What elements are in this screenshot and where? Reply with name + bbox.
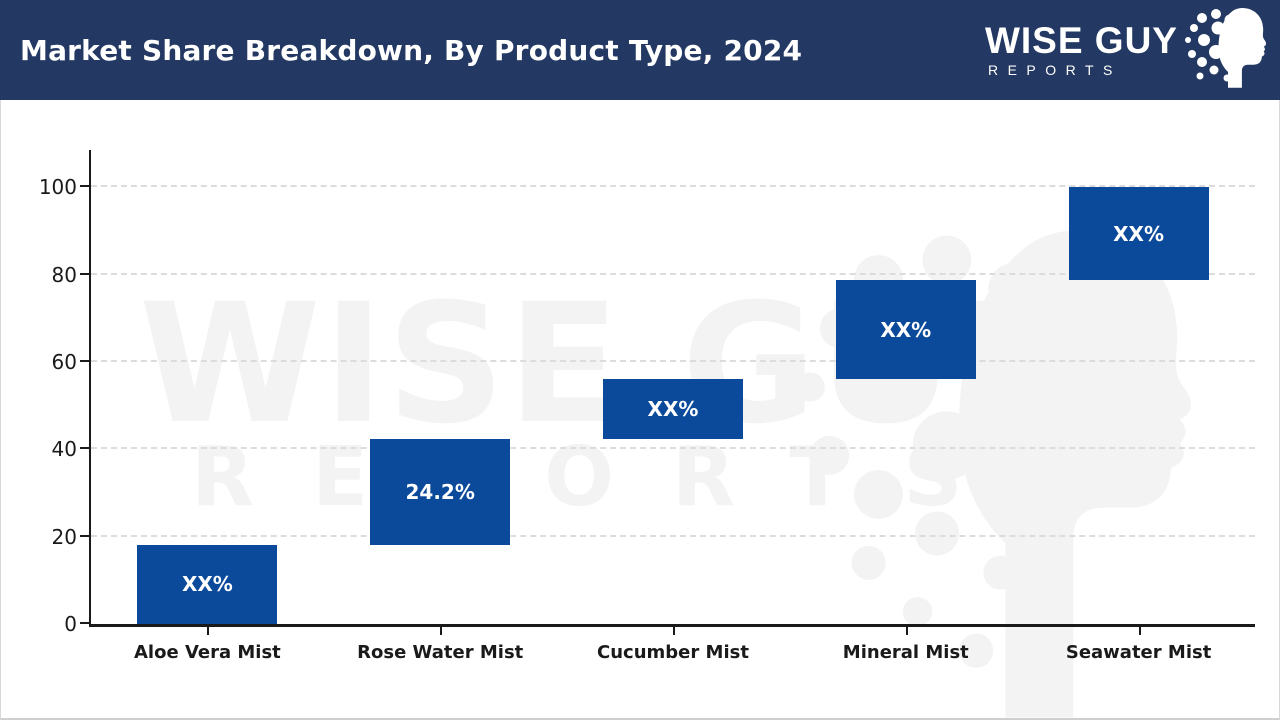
x-tick-mark xyxy=(207,627,210,635)
x-tick-mark xyxy=(1138,627,1141,635)
x-category-label: Aloe Vera Mist xyxy=(134,642,281,663)
gridline xyxy=(91,447,1255,450)
x-category-label: Seawater Mist xyxy=(1065,642,1212,663)
gridline xyxy=(91,272,1255,275)
brand-logo: WISE GUY REPORTS xyxy=(985,6,1267,94)
gridline xyxy=(91,185,1255,188)
bar: XX% xyxy=(137,544,278,624)
bar: XX% xyxy=(603,379,743,440)
x-tick-mark xyxy=(440,627,443,635)
y-tick-mark xyxy=(80,272,89,275)
bar-label: 24.2% xyxy=(405,480,475,505)
y-tick-label: 40 xyxy=(51,437,77,462)
y-tick-mark xyxy=(80,622,89,624)
x-category-label: Mineral Mist xyxy=(842,642,969,663)
bar-label: XX% xyxy=(181,572,233,597)
bar-label: XX% xyxy=(1113,221,1165,246)
y-tick-label: 20 xyxy=(51,524,77,549)
brand-subname: REPORTS xyxy=(987,62,1122,78)
x-category-label: Rose Water Mist xyxy=(357,642,524,663)
bar: XX% xyxy=(835,280,976,380)
x-category-label: Cucumber Mist xyxy=(597,642,749,663)
page-title: Market Share Breakdown, By Product Type,… xyxy=(20,33,803,67)
y-tick-label: 60 xyxy=(51,349,77,374)
x-tick-mark xyxy=(905,627,908,635)
y-tick-mark xyxy=(80,534,89,537)
bar-label: XX% xyxy=(647,397,699,422)
bar: 24.2% xyxy=(370,439,511,545)
gridline xyxy=(91,359,1255,362)
brand-logo-text: WISE GUY REPORTS xyxy=(985,22,1178,78)
chart-canvas: WISE GUY REPORTS 0 20 40 60 80 100 XX% Al xyxy=(0,100,1280,720)
header: Market Share Breakdown, By Product Type,… xyxy=(0,0,1280,100)
y-tick-label: 80 xyxy=(51,262,77,287)
y-tick-mark xyxy=(80,185,89,188)
y-tick-mark xyxy=(80,359,89,362)
wiseguy-face-icon xyxy=(1180,6,1267,94)
bar-label: XX% xyxy=(880,317,932,342)
brand-name: WISE GUY xyxy=(984,20,1178,61)
x-tick-mark xyxy=(673,627,675,635)
y-tick-mark xyxy=(80,447,89,450)
gridline xyxy=(91,534,1255,537)
bar: XX% xyxy=(1068,187,1209,281)
plot-area: 0 20 40 60 80 100 XX% Aloe Vera Mist 24.2% Rose W… xyxy=(39,150,1255,663)
y-tick-label: 100 xyxy=(38,175,77,200)
y-tick-label: 0 xyxy=(64,612,77,636)
